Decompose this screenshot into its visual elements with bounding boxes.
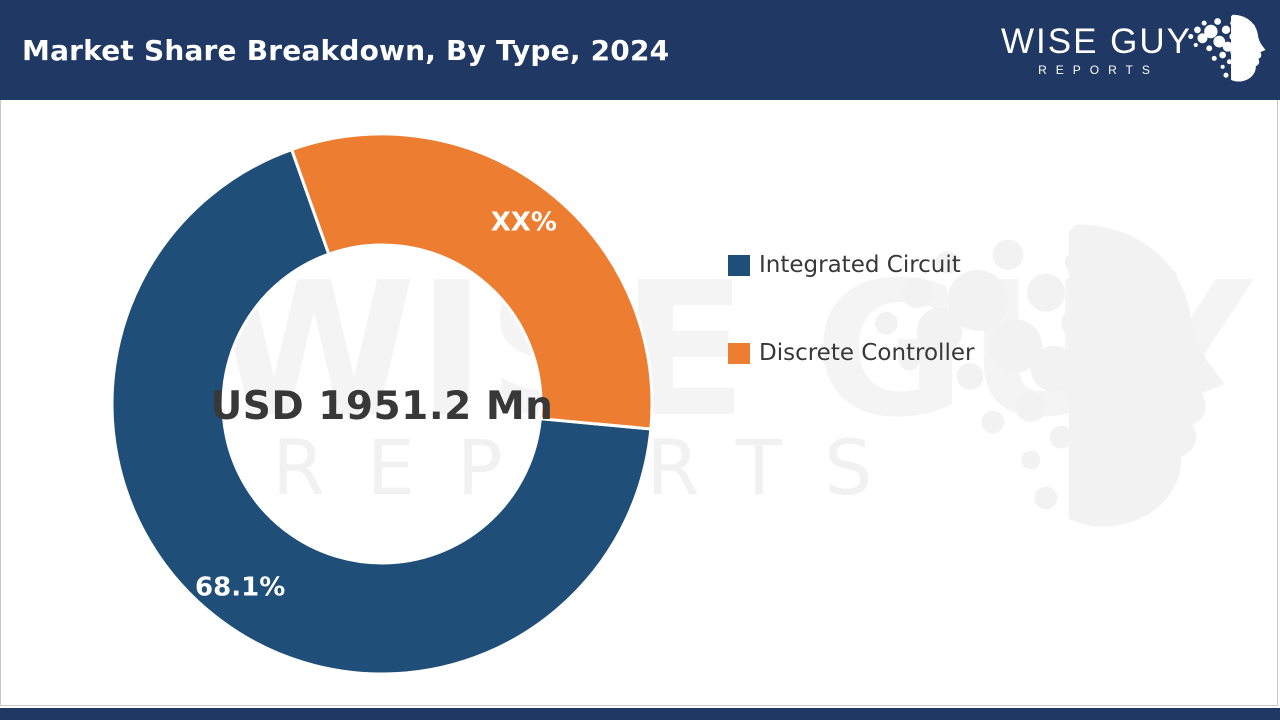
legend-label: Discrete Controller bbox=[759, 339, 975, 366]
brand-logo: WISE GUY REPORTS bbox=[1001, 6, 1268, 94]
brand-wordmark-block: WISE GUY REPORTS bbox=[1001, 24, 1192, 77]
legend-item: Discrete Controller bbox=[728, 340, 974, 366]
legend-label: Integrated Circuit bbox=[759, 251, 961, 278]
brand-name: WISE GUY bbox=[1000, 21, 1192, 61]
chart-legend: Integrated Circuit Discrete Controller bbox=[728, 252, 974, 428]
watermark-face-icon bbox=[875, 224, 1225, 527]
footer-bar bbox=[0, 708, 1280, 720]
page-title: Market Share Breakdown, By Type, 2024 bbox=[22, 33, 670, 67]
legend-swatch bbox=[728, 254, 750, 276]
watermark-reports: REPORTS bbox=[272, 423, 915, 512]
brand-subtitle: REPORTS bbox=[1038, 62, 1159, 77]
brand-face-icon bbox=[1188, 14, 1266, 82]
header: Market Share Breakdown, By Type, 2024 WI… bbox=[0, 0, 1280, 100]
legend-swatch bbox=[728, 342, 750, 364]
legend-item: Integrated Circuit bbox=[728, 252, 974, 278]
donut-center-value: USD 1951.2 Mn bbox=[210, 384, 554, 429]
